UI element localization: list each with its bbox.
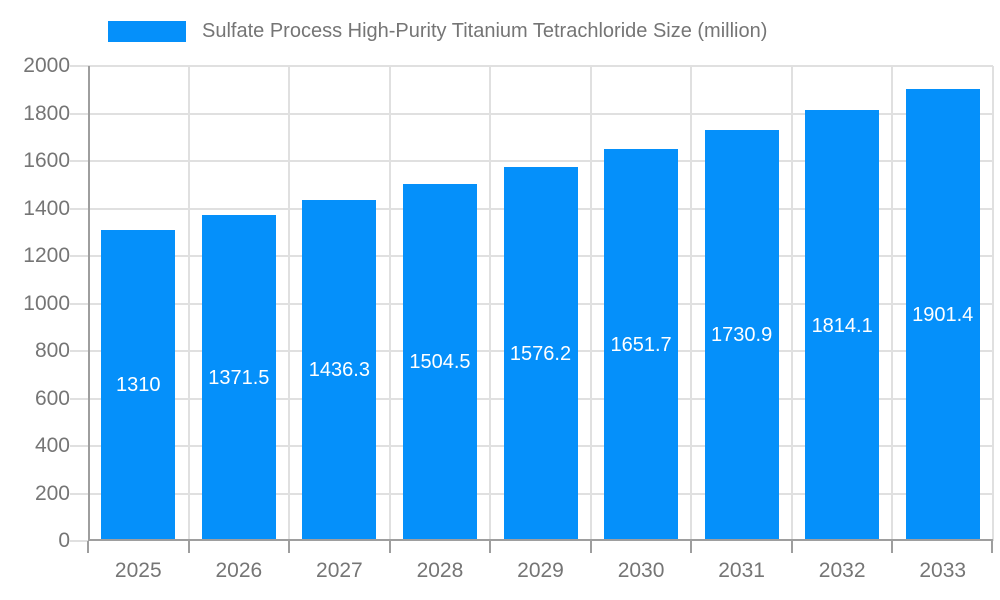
x-axis-label: 2033 [919, 559, 967, 582]
bar-2027[interactable]: 1436.3 [302, 199, 377, 541]
x-axis-label: 2032 [818, 559, 866, 582]
x-axis-label: 2031 [718, 559, 765, 582]
y-axis-tick [70, 302, 88, 305]
x-gridline [992, 66, 994, 541]
y-axis-tick [70, 492, 88, 495]
x-axis-label: 2026 [215, 559, 263, 582]
x-gridline [690, 66, 693, 541]
y-axis-tick [70, 160, 88, 162]
x-axis-label: 2025 [114, 559, 162, 582]
x-gridline [288, 66, 291, 541]
y-axis-tick [70, 112, 88, 115]
bar-value-label: 1730.9 [711, 324, 773, 347]
plot-area: 1310 1371.5 1436.3 1504.5 1576.2 1651.7 1730.9… [88, 65, 994, 541]
bar-value-label: 1814.1 [811, 314, 873, 337]
bar-2029[interactable]: 1576.2 [503, 166, 578, 541]
x-axis-label: 2027 [316, 559, 363, 582]
x-axis-tick [388, 541, 391, 553]
bar-value-label: 1901.4 [912, 304, 974, 327]
y-gridline [88, 112, 993, 115]
x-axis-tick [87, 541, 89, 553]
x-gridline [589, 66, 592, 541]
y-axis-label: 2000 [23, 54, 70, 77]
y-axis-label: 1400 [23, 196, 70, 220]
y-axis-label: 1600 [23, 149, 70, 172]
y-axis-label: 200 [34, 481, 70, 505]
legend-swatch-icon [108, 20, 186, 42]
x-axis-tick [690, 541, 693, 553]
y-axis-tick [70, 540, 88, 542]
x-axis-tick [288, 541, 291, 553]
y-axis-label: 0 [58, 529, 70, 552]
x-axis-line [88, 539, 993, 541]
legend-label: Sulfate Process High-Purity Titanium Tet… [202, 19, 768, 42]
bar-value-label: 1310 [116, 374, 161, 397]
x-axis-label: 2030 [617, 559, 665, 582]
bar-value-label: 1371.5 [208, 367, 270, 390]
x-gridline [790, 66, 793, 541]
y-axis-label: 1000 [23, 291, 70, 315]
bar-value-label: 1651.7 [610, 333, 672, 356]
y-axis-label: 400 [34, 434, 70, 457]
y-axis-label: 800 [34, 339, 70, 362]
y-axis-label: 1800 [23, 101, 70, 125]
x-axis-label: 2028 [416, 559, 464, 582]
x-gridline [891, 66, 894, 541]
x-axis-tick [790, 541, 793, 553]
x-axis-tick [991, 541, 993, 553]
x-gridline [489, 66, 492, 541]
y-axis-tick [70, 445, 88, 447]
y-axis-tick [70, 65, 88, 67]
bar-2025[interactable]: 1310 [101, 229, 176, 541]
x-gridline [187, 66, 190, 541]
x-axis-tick [187, 541, 190, 553]
y-axis-label: 1200 [23, 244, 70, 267]
bar-2026[interactable]: 1371.5 [201, 215, 276, 541]
bar-value-label: 1576.2 [509, 342, 572, 365]
x-axis-label: 2029 [517, 559, 564, 582]
y-axis-tick [70, 255, 88, 257]
y-axis-tick [70, 397, 88, 400]
x-axis-tick [891, 541, 894, 553]
legend-item[interactable]: Sulfate Process High-Purity Titanium Tet… [108, 18, 767, 44]
y-axis-tick [70, 207, 88, 210]
y-gridline [88, 160, 993, 162]
x-gridline [388, 66, 391, 541]
x-axis-tick [489, 541, 492, 553]
y-gridline [88, 65, 993, 67]
bar-value-label: 1504.5 [409, 351, 471, 374]
bar-value-label: 1436.3 [308, 359, 370, 382]
bar-2033[interactable]: 1901.4 [905, 89, 980, 541]
y-axis-label: 600 [34, 386, 70, 410]
bar-2030[interactable]: 1651.7 [604, 148, 679, 541]
y-axis-tick [70, 350, 88, 352]
y-axis-line [88, 66, 90, 541]
bar-2031[interactable]: 1730.9 [704, 129, 779, 541]
bar-2028[interactable]: 1504.5 [402, 183, 477, 541]
x-axis-tick [589, 541, 592, 553]
bar-2032[interactable]: 1814.1 [805, 110, 880, 541]
